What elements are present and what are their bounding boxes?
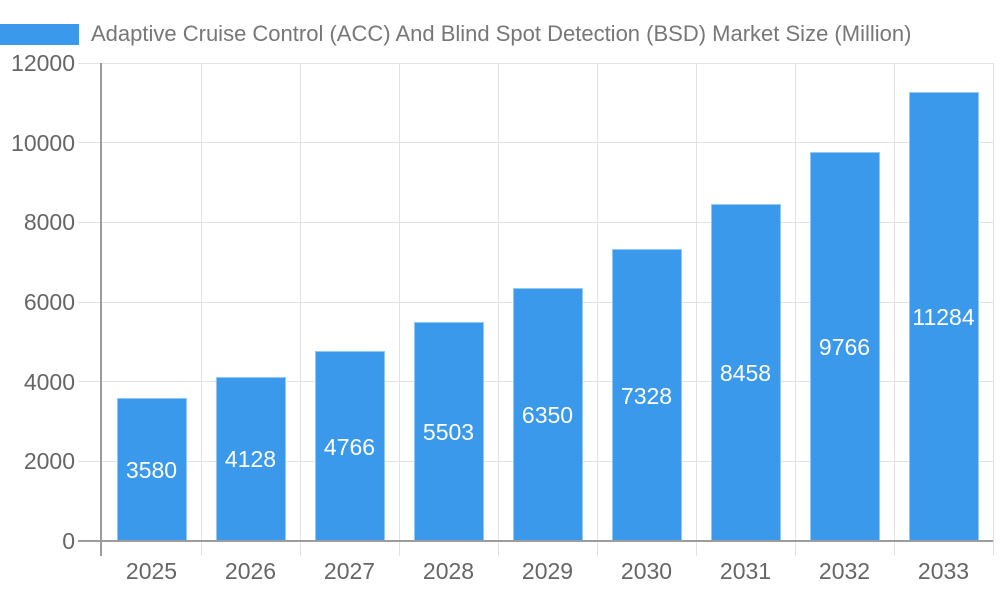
y-tick-label: 2000 (23, 448, 75, 475)
bar-2031: 8458 (710, 204, 781, 541)
y-gridline (78, 142, 993, 144)
x-tick-label: 2031 (719, 558, 772, 584)
bar-value-label: 6350 (521, 402, 574, 429)
x-gridline (695, 63, 697, 556)
y-tick-label: 0 (62, 528, 75, 554)
x-tick-label: 2025 (125, 558, 178, 584)
bar-2028: 5503 (413, 321, 484, 541)
legend-item[interactable]: Adaptive Cruise Control (ACC) And Blind … (0, 21, 911, 47)
y-tick-label: 10000 (11, 129, 75, 156)
x-tick-label: 2033 (917, 558, 970, 584)
x-gridline (398, 63, 400, 556)
y-tick-label: 6000 (23, 289, 75, 315)
chart-title: Adaptive Cruise Control (ACC) And Blind … (91, 21, 912, 46)
bar-2029: 6350 (512, 288, 583, 541)
x-gridline (299, 63, 301, 556)
x-tick-label: 2028 (422, 558, 475, 584)
x-gridline (794, 63, 796, 556)
x-tick-label: 2027 (323, 558, 376, 584)
y-gridline (78, 62, 993, 64)
bar-2030: 7328 (611, 249, 682, 541)
x-gridline (596, 63, 598, 556)
x-tick-label: 2032 (818, 558, 871, 584)
bar-2026: 4128 (215, 376, 286, 541)
y-tick-label: 12000 (11, 50, 75, 76)
y-axis-line (100, 63, 102, 556)
legend-swatch (0, 23, 79, 45)
y-tick-label: 8000 (23, 209, 75, 236)
x-gridline (893, 63, 895, 556)
x-tick-label: 2026 (224, 558, 277, 584)
x-tick-label: 2029 (521, 558, 574, 584)
y-tick-label: 4000 (23, 368, 75, 395)
bar-value-label: 4128 (224, 446, 277, 473)
y-gridline (78, 221, 993, 223)
x-axis-line (78, 540, 993, 542)
bar-value-label: 4766 (323, 433, 376, 460)
bar-value-label: 3580 (125, 457, 178, 484)
bar-value-label: 7328 (620, 382, 673, 409)
bar-2025: 3580 (116, 398, 187, 541)
x-gridline (992, 63, 994, 556)
bar-value-label: 5503 (422, 418, 475, 445)
bar-2033: 11284 (908, 91, 979, 541)
x-tick-label: 2030 (620, 558, 673, 584)
bar-2032: 9766 (809, 151, 880, 541)
bar-value-label: 8458 (719, 360, 772, 387)
bar-value-label: 11284 (912, 303, 975, 330)
bar-value-label: 9766 (818, 333, 871, 360)
x-gridline (497, 63, 499, 556)
x-gridline (200, 63, 202, 556)
bar-2027: 4766 (314, 351, 385, 541)
